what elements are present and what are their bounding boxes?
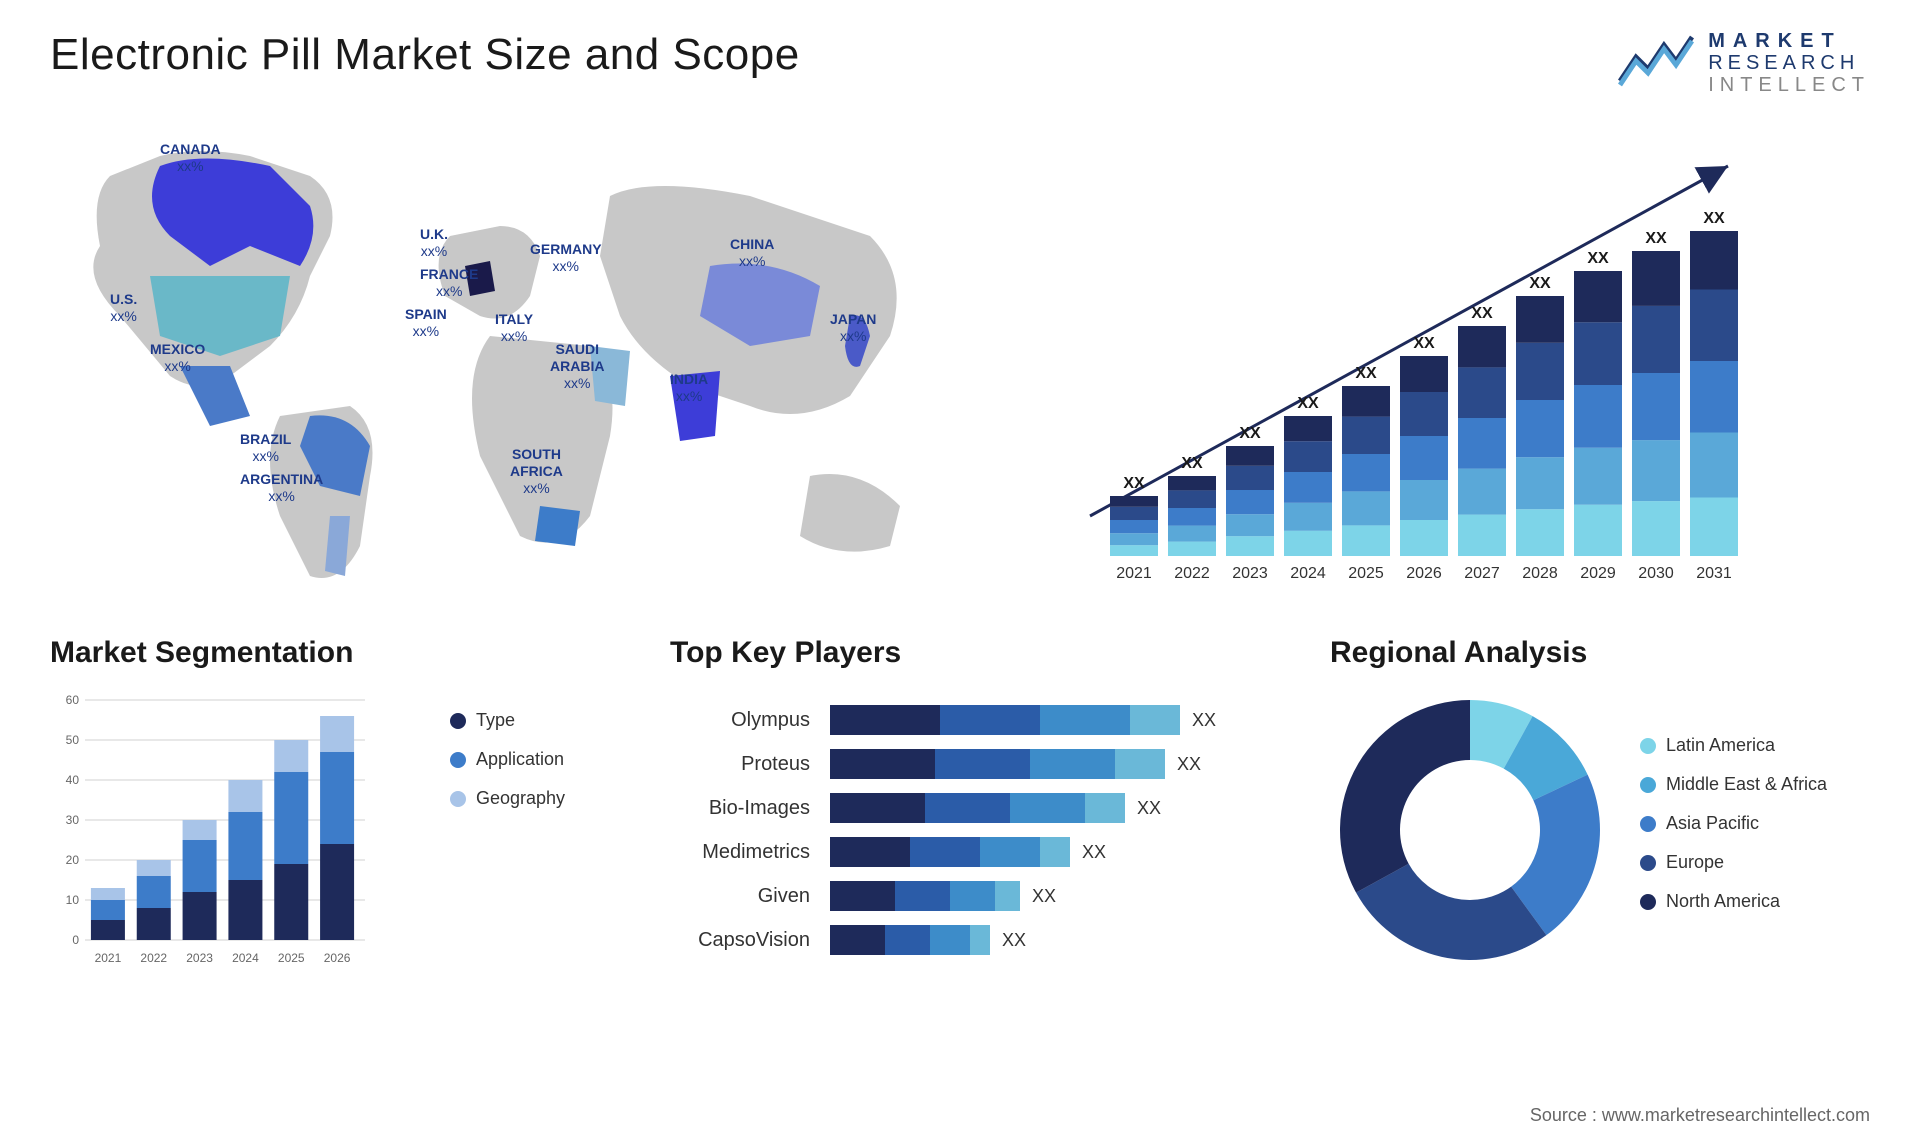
regional-legend: Latin America Middle East & Africa Asia Pa… [1640,735,1870,930]
regional-title: Regional Analysis [1330,636,1870,670]
map-label-india: INDIAxx% [670,371,708,405]
map-label-argentina: ARGENTINAxx% [240,471,323,505]
region-legend-latin-america: Latin America [1640,735,1870,756]
svg-text:2026: 2026 [324,951,351,965]
region-legend-middle-east---africa: Middle East & Africa [1640,774,1870,795]
player-name-given: Given [670,874,810,918]
svg-text:2031: 2031 [1696,565,1732,582]
map-label-us: U.S.xx% [110,291,137,325]
map-label-china: CHINAxx% [730,236,774,270]
player-name-capsovision: CapsoVision [670,918,810,962]
map-label-france: FRANCExx% [420,266,478,300]
svg-text:2023: 2023 [1232,565,1268,582]
player-row: XX [830,830,1290,874]
svg-text:20: 20 [66,853,80,867]
logo-mark-icon [1616,31,1696,96]
world-map-panel: CANADAxx% U.S.xx% MEXICOxx% BRAZILxx% ARGENT… [50,116,990,596]
svg-text:50: 50 [66,733,80,747]
map-label-saudiarabia: SAUDIARABIAxx% [550,341,604,391]
map-label-brazil: BRAZILxx% [240,431,291,465]
seg-legend-type: Type [450,710,630,731]
logo-text-3: INTELLECT [1708,74,1870,96]
map-label-southafrica: SOUTHAFRICAxx% [510,446,563,496]
player-row: XX [830,698,1290,742]
svg-text:XX: XX [1471,305,1493,322]
svg-text:XX: XX [1587,250,1609,267]
svg-text:XX: XX [1297,395,1319,412]
svg-text:2028: 2028 [1522,565,1558,582]
svg-text:XX: XX [1123,475,1145,492]
growth-chart-panel: XX 2021 XX 2022 XX 2023 XX 2024 XX 2025 XX 2026 XX 20… [1030,116,1870,596]
svg-text:2021: 2021 [95,951,122,965]
region-legend-asia-pacific: Asia Pacific [1640,813,1870,834]
player-bars-column: XXXXXXXXXXXX [830,690,1290,962]
player-names-column: OlympusProteusBio-ImagesMedimetricsGiven… [670,690,810,962]
map-label-germany: GERMANYxx% [530,241,602,275]
svg-text:30: 30 [66,813,80,827]
svg-text:2029: 2029 [1580,565,1616,582]
segmentation-title: Market Segmentation [50,636,630,670]
logo-text-1: MARKET [1708,30,1870,52]
svg-text:XX: XX [1645,230,1667,247]
svg-text:60: 60 [66,693,80,707]
map-label-japan: JAPANxx% [830,311,876,345]
svg-text:XX: XX [1239,425,1261,442]
player-name-proteus: Proteus [670,742,810,786]
svg-text:2022: 2022 [1174,565,1210,582]
player-name-medimetrics: Medimetrics [670,830,810,874]
svg-text:2021: 2021 [1116,565,1152,582]
brand-logo: MARKET RESEARCH INTELLECT [1616,30,1870,96]
svg-text:2023: 2023 [186,951,213,965]
map-label-canada: CANADAxx% [160,141,221,175]
svg-text:XX: XX [1413,335,1435,352]
growth-bar-chart: XX 2021 XX 2022 XX 2023 XX 2024 XX 2025 XX 2026 XX 20… [1040,136,1860,596]
seg-legend-geography: Geography [450,788,630,809]
svg-text:2027: 2027 [1464,565,1500,582]
svg-text:2026: 2026 [1406,565,1442,582]
page-title: Electronic Pill Market Size and Scope [50,30,800,80]
segmentation-legend: Type Application Geography [450,690,630,975]
player-row: XX [830,742,1290,786]
segmentation-chart: 0 10 20 30 40 50 60 2021 2022 2023 2024 2025 2026 [50,690,420,975]
svg-text:2025: 2025 [1348,565,1384,582]
svg-text:2022: 2022 [140,951,167,965]
region-legend-north-america: North America [1640,891,1870,912]
svg-text:XX: XX [1703,210,1725,227]
svg-text:2025: 2025 [278,951,305,965]
svg-text:XX: XX [1181,455,1203,472]
svg-text:40: 40 [66,773,80,787]
players-title: Top Key Players [670,636,1290,670]
map-label-italy: ITALYxx% [495,311,533,345]
regional-donut [1330,690,1610,975]
donut-chart [1330,690,1610,970]
seg-legend-application: Application [450,749,630,770]
region-legend-europe: Europe [1640,852,1870,873]
svg-text:XX: XX [1355,365,1377,382]
player-name-olympus: Olympus [670,698,810,742]
player-row: XX [830,786,1290,830]
source-attribution: Source : www.marketresearchintellect.com [1530,1105,1870,1126]
map-label-spain: SPAINxx% [405,306,447,340]
map-label-mexico: MEXICOxx% [150,341,205,375]
player-row: XX [830,874,1290,918]
segmentation-bar-chart: 0 10 20 30 40 50 60 2021 2022 2023 2024 2025 2026 [50,690,370,970]
svg-text:2024: 2024 [1290,565,1326,582]
map-label-uk: U.K.xx% [420,226,448,260]
svg-text:10: 10 [66,893,80,907]
logo-text-2: RESEARCH [1708,52,1870,74]
player-row: XX [830,918,1290,962]
svg-text:2030: 2030 [1638,565,1674,582]
player-name-bioimages: Bio-Images [670,786,810,830]
svg-text:2024: 2024 [232,951,259,965]
svg-text:XX: XX [1529,275,1551,292]
svg-text:0: 0 [72,933,79,947]
